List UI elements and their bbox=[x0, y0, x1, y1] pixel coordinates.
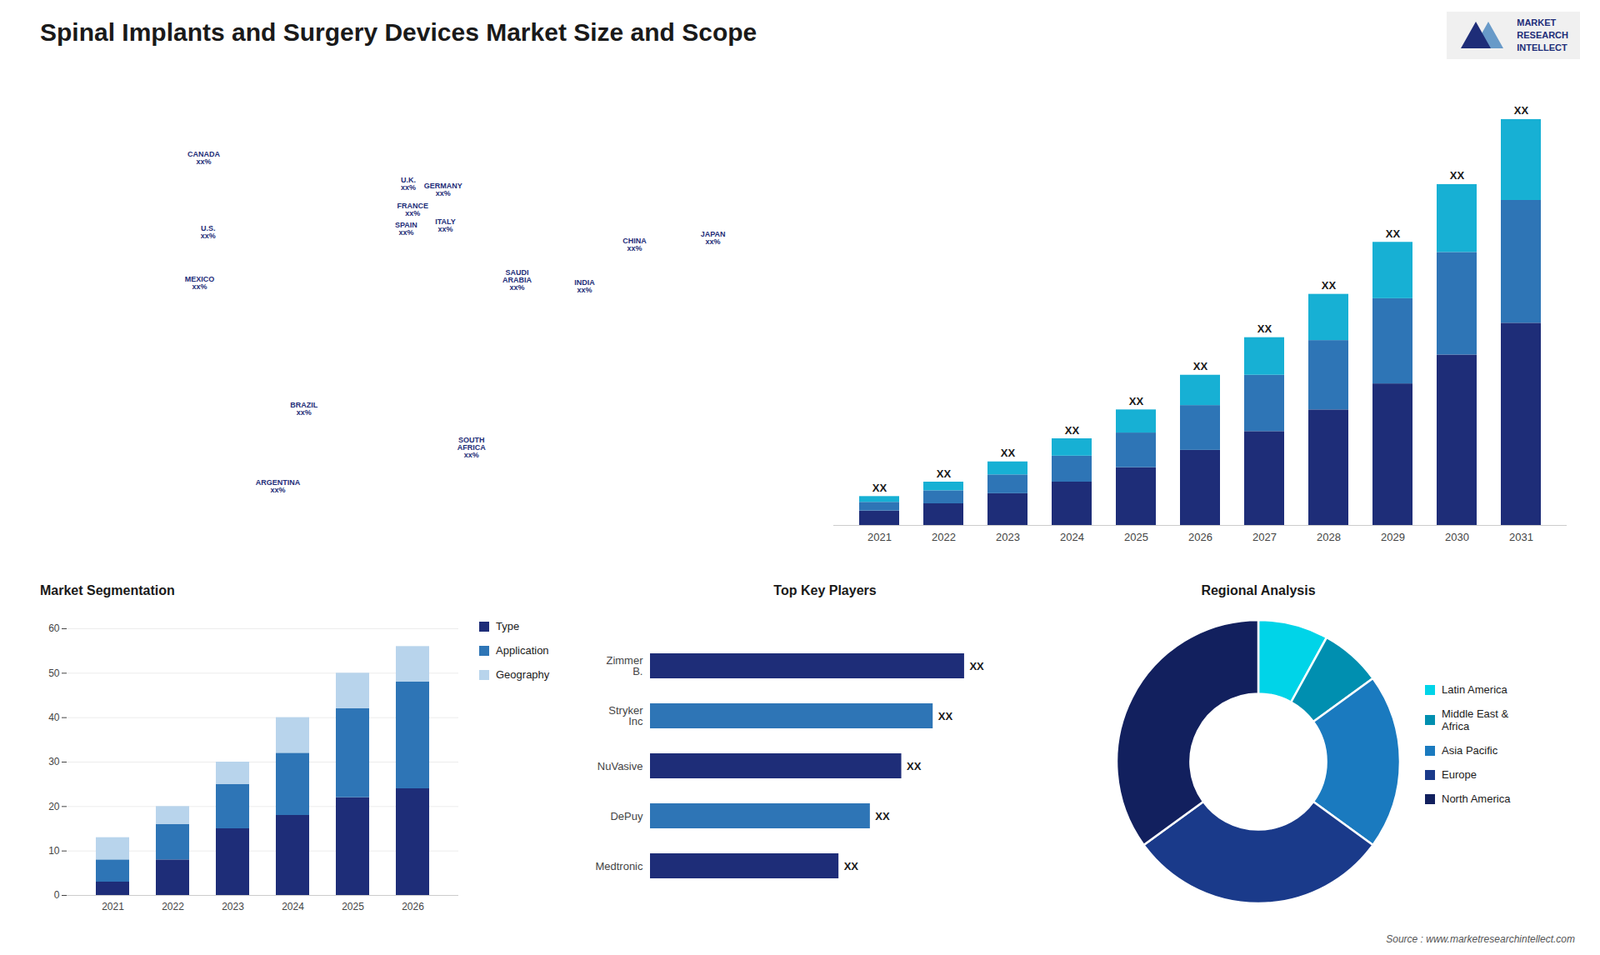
svg-text:2026: 2026 bbox=[1188, 530, 1213, 544]
svg-text:CANADAxx%: CANADAxx% bbox=[187, 150, 220, 166]
svg-text:StrykerInc: StrykerInc bbox=[608, 704, 644, 728]
html-text:Asia Pacific: Asia Pacific bbox=[1441, 744, 1498, 757]
svg-text:U.K.xx%: U.K.xx% bbox=[400, 175, 416, 192]
svg-text:ZimmerB.: ZimmerB. bbox=[605, 654, 644, 678]
html-text:Middle East & Africa: Middle East & Africa bbox=[1441, 707, 1509, 733]
svg-text:XX: XX bbox=[1514, 104, 1530, 117]
svg-text:0: 0 bbox=[54, 889, 60, 901]
svg-text:10: 10 bbox=[48, 845, 60, 857]
svg-text:20: 20 bbox=[48, 800, 60, 813]
svg-text:DePuy: DePuy bbox=[610, 810, 644, 823]
html-text:North America: North America bbox=[1441, 792, 1511, 805]
svg-text:XX: XX bbox=[844, 860, 860, 873]
svg-text:2022: 2022 bbox=[931, 530, 956, 544]
html-text:MARKET RESEARCH INTELLECT: MARKET RESEARCH INTELLECT bbox=[1516, 17, 1569, 53]
svg-text:2022: 2022 bbox=[161, 900, 185, 913]
svg-text:2023: 2023 bbox=[995, 530, 1020, 544]
svg-text:XX: XX bbox=[875, 810, 890, 823]
svg-text:2025: 2025 bbox=[341, 900, 365, 913]
html-text:Application: Application bbox=[495, 644, 549, 657]
svg-text:2030: 2030 bbox=[1445, 530, 1470, 544]
html-text:Source : www.marketresearchint: Source : www.marketresearchintellect.com bbox=[1386, 933, 1575, 945]
html-text:Latin America: Latin America bbox=[1441, 683, 1508, 696]
svg-text:XX: XX bbox=[936, 467, 952, 480]
svg-text:GERMANYxx%: GERMANYxx% bbox=[424, 181, 463, 198]
svg-text:U.S.xx%: U.S.xx% bbox=[200, 224, 216, 240]
svg-text:2026: 2026 bbox=[401, 900, 425, 913]
svg-text:2028: 2028 bbox=[1316, 530, 1341, 544]
svg-text:CHINAxx%: CHINAxx% bbox=[622, 236, 647, 253]
svg-text:2021: 2021 bbox=[867, 530, 892, 544]
svg-text:40: 40 bbox=[48, 711, 60, 724]
svg-text:XX: XX bbox=[1193, 360, 1209, 373]
svg-text:BRAZILxx%: BRAZILxx% bbox=[290, 400, 318, 417]
svg-text:2024: 2024 bbox=[1060, 530, 1085, 544]
svg-text:JAPANxx%: JAPANxx% bbox=[700, 230, 726, 246]
svg-text:2025: 2025 bbox=[1124, 530, 1149, 544]
svg-text:2031: 2031 bbox=[1509, 530, 1534, 544]
html-text:Geography: Geography bbox=[495, 668, 550, 681]
svg-text:XX: XX bbox=[1450, 169, 1465, 182]
svg-text:2021: 2021 bbox=[101, 900, 125, 913]
svg-text:MEXICOxx%: MEXICOxx% bbox=[185, 275, 215, 291]
html-text:Regional Analysis: Regional Analysis bbox=[1201, 583, 1316, 598]
html-text:Europe: Europe bbox=[1441, 768, 1477, 781]
svg-text:50: 50 bbox=[48, 667, 60, 680]
svg-text:30: 30 bbox=[48, 755, 60, 768]
svg-text:2024: 2024 bbox=[281, 900, 305, 913]
svg-text:XX: XX bbox=[906, 760, 922, 773]
html-text:Type: Type bbox=[495, 620, 520, 633]
svg-text:XX: XX bbox=[1257, 322, 1273, 335]
svg-text:XX: XX bbox=[1065, 424, 1080, 437]
svg-text:Medtronic: Medtronic bbox=[595, 860, 644, 873]
svg-text:60: 60 bbox=[48, 622, 60, 635]
svg-text:SOUTHAFRICAxx%: SOUTHAFRICAxx% bbox=[457, 435, 486, 460]
html-text:Market Segmentation: Market Segmentation bbox=[40, 583, 175, 598]
html-text:Spinal Implants and Surgery De: Spinal Implants and Surgery Devices Mark… bbox=[40, 18, 757, 46]
svg-text:XX: XX bbox=[1129, 395, 1145, 408]
svg-text:FRANCExx%: FRANCExx% bbox=[397, 201, 430, 218]
svg-text:XX: XX bbox=[1000, 446, 1016, 460]
svg-text:2029: 2029 bbox=[1380, 530, 1405, 544]
html-text:Top Key Players: Top Key Players bbox=[773, 583, 877, 598]
svg-text:XX: XX bbox=[938, 710, 954, 723]
svg-text:SPAINxx%: SPAINxx% bbox=[395, 220, 418, 237]
svg-text:NuVasive: NuVasive bbox=[597, 760, 644, 773]
svg-text:2023: 2023 bbox=[221, 900, 245, 913]
svg-text:XX: XX bbox=[969, 660, 985, 673]
svg-text:SAUDIARABIAxx%: SAUDIARABIAxx% bbox=[502, 268, 532, 292]
svg-text:ITALYxx%: ITALYxx% bbox=[435, 217, 456, 234]
svg-text:2027: 2027 bbox=[1252, 530, 1277, 544]
svg-text:INDIAxx%: INDIAxx% bbox=[574, 278, 595, 295]
svg-text:ARGENTINAxx%: ARGENTINAxx% bbox=[255, 478, 301, 495]
svg-text:XX: XX bbox=[1385, 227, 1401, 240]
svg-text:XX: XX bbox=[1321, 279, 1337, 292]
svg-text:XX: XX bbox=[872, 481, 888, 495]
